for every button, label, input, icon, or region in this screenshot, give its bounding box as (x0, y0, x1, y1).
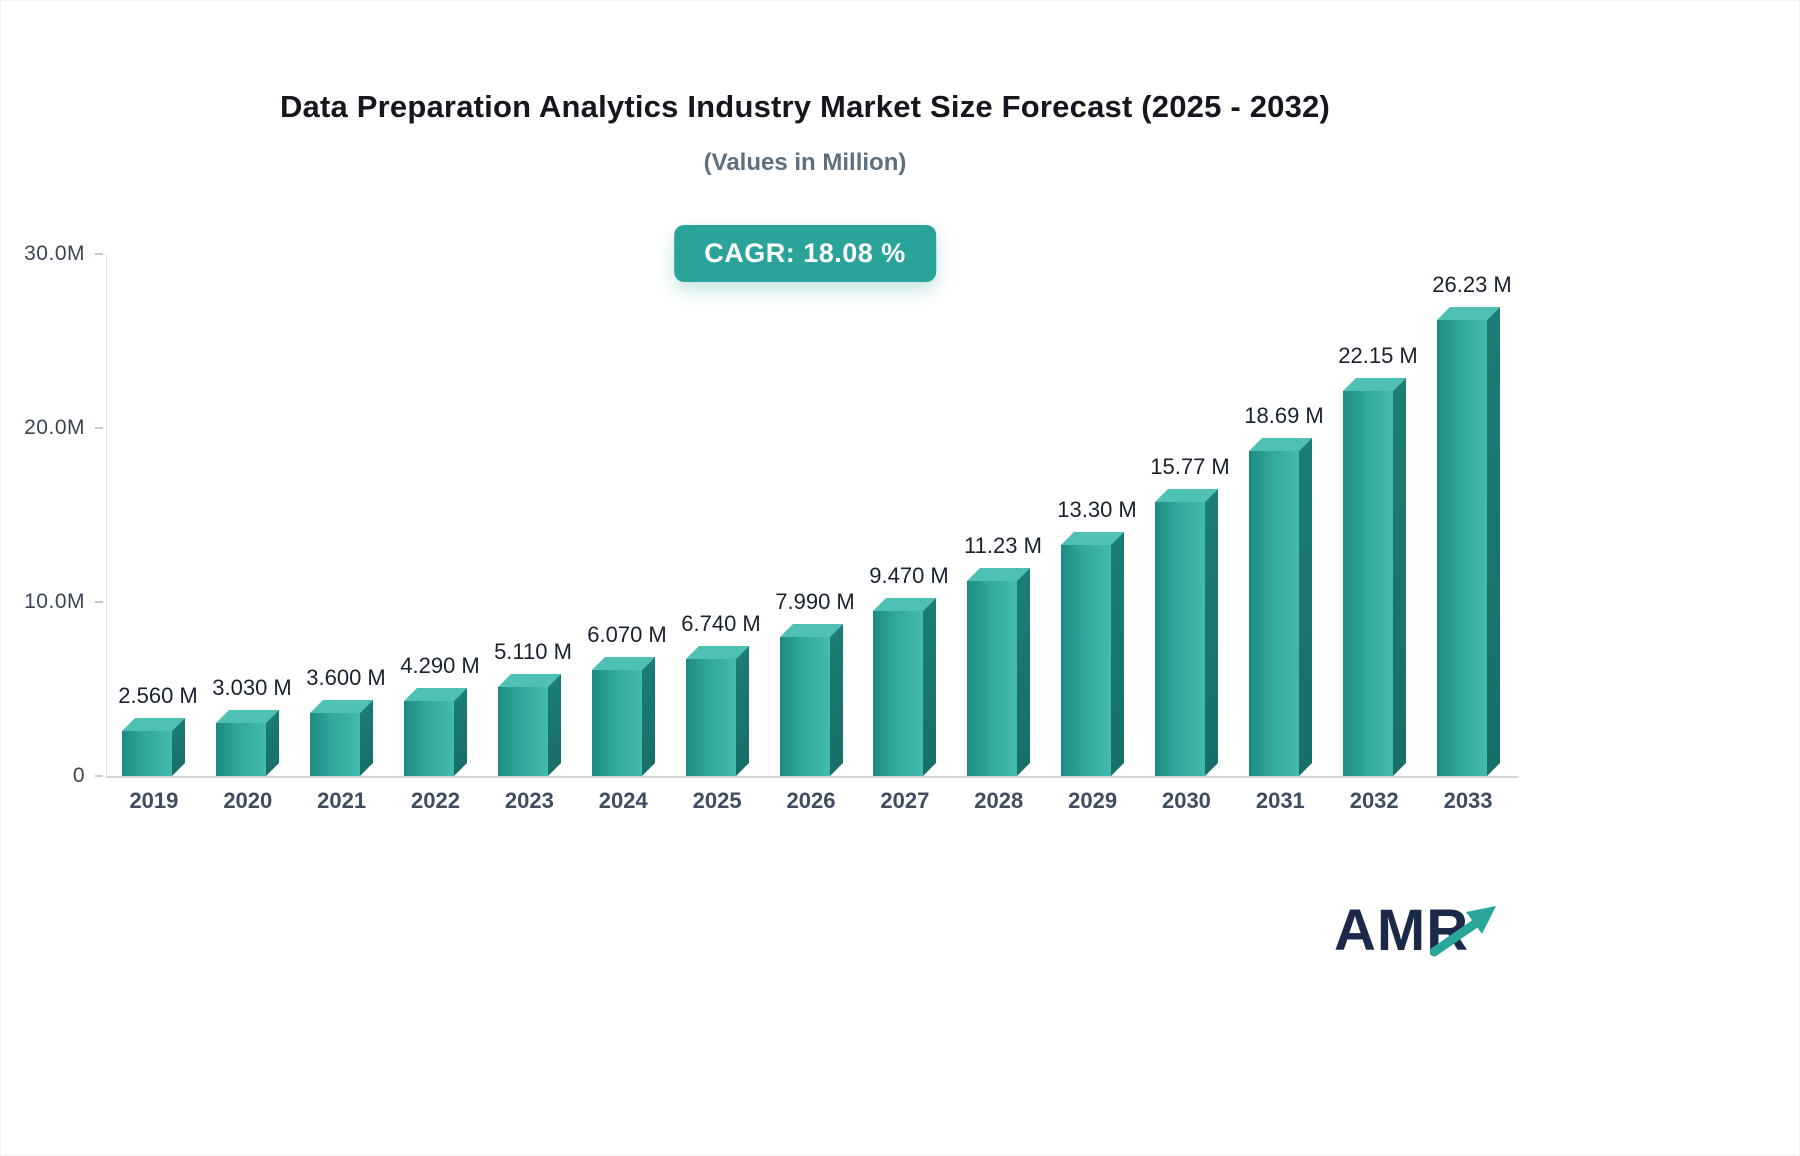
bar-2033 (1437, 307, 1500, 776)
bar-side-face-2030 (1205, 489, 1218, 776)
x-tick-label-2024: 2024 (598, 788, 648, 813)
chart-title: Data Preparation Analytics Industry Mark… (279, 89, 1331, 124)
value-label-2033: 26.23 M (1432, 272, 1512, 297)
y-tick-mark-20 (95, 427, 103, 429)
bar-side-face-2026 (830, 624, 843, 776)
x-tick-label-2019: 2019 (129, 788, 179, 813)
x-tick-label-2026: 2026 (786, 788, 836, 813)
bar-2023 (498, 674, 561, 776)
x-tick-label-2023: 2023 (504, 788, 554, 813)
bar-side-face-2024 (642, 657, 655, 776)
x-tick-label-2027: 2027 (880, 788, 930, 813)
cagr-badge: CAGR: 18.08 % (674, 225, 936, 282)
value-label-2023: 5.110 M (494, 639, 572, 664)
bar-side-face-2033 (1487, 307, 1500, 776)
x-tick-label-2030: 2030 (1161, 788, 1211, 813)
value-label-2028: 11.23 M (964, 533, 1042, 558)
x-axis-baseline (106, 776, 1518, 778)
bar-2027 (873, 598, 936, 776)
value-label-2032: 22.15 M (1338, 343, 1418, 368)
value-label-2027: 9.470 M (869, 563, 949, 588)
y-tick-mark-30 (95, 253, 103, 255)
value-label-2029: 13.30 M (1057, 497, 1137, 522)
bar-side-face-2020 (266, 710, 279, 776)
bar-2022 (404, 688, 467, 776)
y-tick-label-20: 20.0M (24, 416, 85, 439)
y-axis-labels: 0 10.0M 20.0M 30.0M (1, 242, 105, 787)
bar-side-face-2028 (1017, 568, 1030, 776)
amr-logo: AMR (1334, 897, 1514, 972)
x-tick-label-2022: 2022 (411, 788, 461, 813)
bar-2029 (1061, 532, 1124, 776)
bar-2031 (1249, 438, 1312, 776)
bar-2020 (216, 710, 279, 776)
bar-2019 (122, 718, 185, 776)
bar-2021 (310, 700, 373, 776)
x-tick-label-2025: 2025 (692, 788, 742, 813)
x-tick-label-2021: 2021 (317, 788, 367, 813)
logo-arrow-icon (1430, 906, 1496, 957)
plot-area: 2.560 M 3.030 M 3.600 M 4.290 M 5.110 M 6.070… (107, 254, 1515, 776)
bar-2025 (686, 646, 749, 776)
x-tick-label-2031: 2031 (1255, 788, 1305, 813)
y-axis-line (106, 254, 107, 776)
bar-side-face-2025 (736, 646, 749, 776)
x-tick-label-2033: 2033 (1443, 788, 1493, 813)
bar-side-face-2032 (1393, 378, 1406, 776)
x-axis-labels: 2019 2020 2021 2022 2023 2024 2025 2026 2027 2028… (107, 788, 1515, 818)
value-label-2021: 3.600 M (306, 665, 386, 690)
bar-2032 (1343, 378, 1406, 776)
bar-2026 (780, 624, 843, 776)
bar-side-face-2031 (1299, 438, 1312, 776)
bar-2028 (967, 568, 1030, 776)
y-tick-label-0: 0 (72, 764, 85, 787)
cagr-badge-label: CAGR: 18.08 % (704, 238, 906, 268)
amr-logo-text: AMR (1334, 898, 1470, 963)
bar-2024 (592, 657, 655, 776)
bar-side-face-2022 (454, 688, 467, 776)
value-label-2024: 6.070 M (587, 622, 667, 647)
bar-side-face-2023 (548, 674, 561, 776)
value-label-2025: 6.740 M (681, 611, 761, 636)
x-tick-label-2032: 2032 (1349, 788, 1399, 813)
x-tick-label-2029: 2029 (1068, 788, 1118, 813)
value-label-2026: 7.990 M (775, 589, 855, 614)
value-label-2031: 18.69 M (1244, 403, 1324, 428)
bar-side-face-2021 (360, 700, 373, 776)
y-tick-label-10: 10.0M (24, 590, 85, 613)
chart-subtitle: (Values in Million) (703, 149, 907, 176)
value-label-2020: 3.030 M (212, 675, 292, 700)
value-label-2019: 2.560 M (118, 683, 198, 708)
value-label-2022: 4.290 M (400, 653, 480, 678)
x-tick-label-2028: 2028 (974, 788, 1024, 813)
y-tick-mark-0 (95, 775, 103, 777)
y-tick-label-30: 30.0M (24, 242, 85, 265)
bar-side-face-2029 (1111, 532, 1124, 776)
bar-side-face-2027 (923, 598, 936, 776)
value-label-2030: 15.77 M (1150, 454, 1230, 479)
y-tick-mark-10 (95, 601, 103, 603)
x-tick-label-2020: 2020 (223, 788, 273, 813)
bar-2030 (1155, 489, 1218, 776)
